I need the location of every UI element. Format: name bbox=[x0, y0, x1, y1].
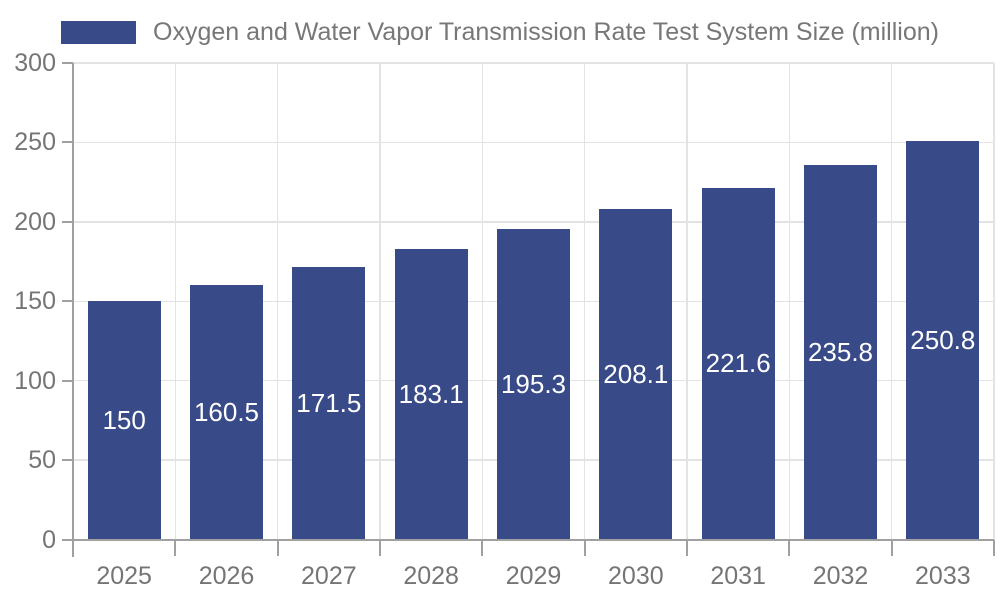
bar-value-label: 250.8 bbox=[910, 324, 976, 355]
x-axis-label-2033: 2033 bbox=[915, 562, 971, 590]
gridline-vertical bbox=[481, 63, 484, 540]
x-axis-tick bbox=[993, 539, 995, 556]
gridline-vertical bbox=[276, 63, 279, 540]
bar-value-label: 208.1 bbox=[603, 358, 669, 389]
gridline-vertical bbox=[890, 63, 893, 540]
x-axis-tick bbox=[174, 539, 177, 556]
gridline-vertical bbox=[788, 63, 791, 540]
bar-2030: 208.1 bbox=[599, 208, 673, 540]
y-axis-tick bbox=[62, 379, 73, 382]
bar-value-label: 183.1 bbox=[398, 378, 464, 409]
x-axis-tick bbox=[890, 539, 893, 556]
legend: Oxygen and Water Vapor Transmission Rate… bbox=[0, 17, 1000, 47]
x-axis-tick bbox=[686, 539, 688, 556]
y-axis-line bbox=[72, 63, 74, 557]
x-axis-line bbox=[62, 538, 994, 541]
bar-2028: 183.1 bbox=[394, 248, 468, 540]
gridline-horizontal bbox=[73, 141, 994, 144]
x-axis-tick bbox=[276, 539, 279, 556]
bar-value-label: 160.5 bbox=[193, 396, 260, 427]
x-axis-tick bbox=[481, 539, 484, 556]
bar-2025: 150 bbox=[87, 301, 161, 540]
gridline-vertical bbox=[583, 63, 586, 540]
y-axis-tick-label: 250 bbox=[14, 128, 56, 157]
x-axis-tick bbox=[379, 539, 381, 556]
bar-value-label: 221.6 bbox=[705, 348, 771, 378]
y-axis-tick-label: 50 bbox=[28, 446, 56, 475]
bar-2032: 235.8 bbox=[804, 164, 877, 540]
legend-item[interactable]: Oxygen and Water Vapor Transmission Rate… bbox=[61, 17, 939, 47]
bar-value-label: 195.3 bbox=[500, 368, 567, 399]
x-axis-tick bbox=[583, 539, 586, 556]
bar-2026: 160.5 bbox=[190, 284, 263, 540]
x-axis-label-2027: 2027 bbox=[301, 562, 357, 590]
gridline-horizontal bbox=[73, 62, 994, 64]
y-axis-tick bbox=[62, 459, 73, 462]
x-axis-label-2029: 2029 bbox=[505, 562, 562, 590]
y-axis-tick-label: 0 bbox=[42, 525, 56, 554]
x-axis-label-2031: 2031 bbox=[710, 562, 766, 590]
gridline-horizontal bbox=[73, 221, 994, 223]
legend-swatch-icon bbox=[61, 20, 137, 44]
y-axis-tick bbox=[62, 141, 73, 144]
bar-value-label: 235.8 bbox=[807, 336, 874, 367]
bar-value-label: 150 bbox=[102, 404, 146, 435]
y-axis-tick bbox=[62, 220, 73, 223]
x-axis-label-2030: 2030 bbox=[608, 562, 664, 590]
gridline-vertical bbox=[379, 63, 381, 540]
gridline-vertical bbox=[686, 63, 688, 540]
x-axis-label-2028: 2028 bbox=[403, 562, 459, 590]
x-axis-label-2032: 2032 bbox=[812, 562, 869, 590]
bar-2033: 250.8 bbox=[906, 141, 980, 540]
y-axis-tick bbox=[62, 300, 73, 303]
y-axis-tick-label: 100 bbox=[14, 366, 56, 395]
bar-2029: 195.3 bbox=[497, 229, 570, 540]
legend-label: Oxygen and Water Vapor Transmission Rate… bbox=[153, 18, 939, 46]
y-axis-tick bbox=[62, 62, 73, 64]
x-axis-label-2026: 2026 bbox=[198, 562, 255, 590]
y-axis-tick-label: 150 bbox=[14, 287, 56, 316]
bar-value-label: 171.5 bbox=[296, 387, 362, 418]
gridline-vertical bbox=[174, 63, 177, 540]
x-axis-label-2025: 2025 bbox=[96, 562, 152, 590]
bar-2027: 171.5 bbox=[292, 267, 366, 540]
x-axis-tick bbox=[788, 539, 791, 556]
bar-2031: 221.6 bbox=[701, 187, 775, 540]
y-axis-tick-label: 300 bbox=[14, 49, 56, 77]
y-axis-tick-label: 200 bbox=[14, 207, 56, 236]
gridline-vertical bbox=[993, 63, 995, 540]
